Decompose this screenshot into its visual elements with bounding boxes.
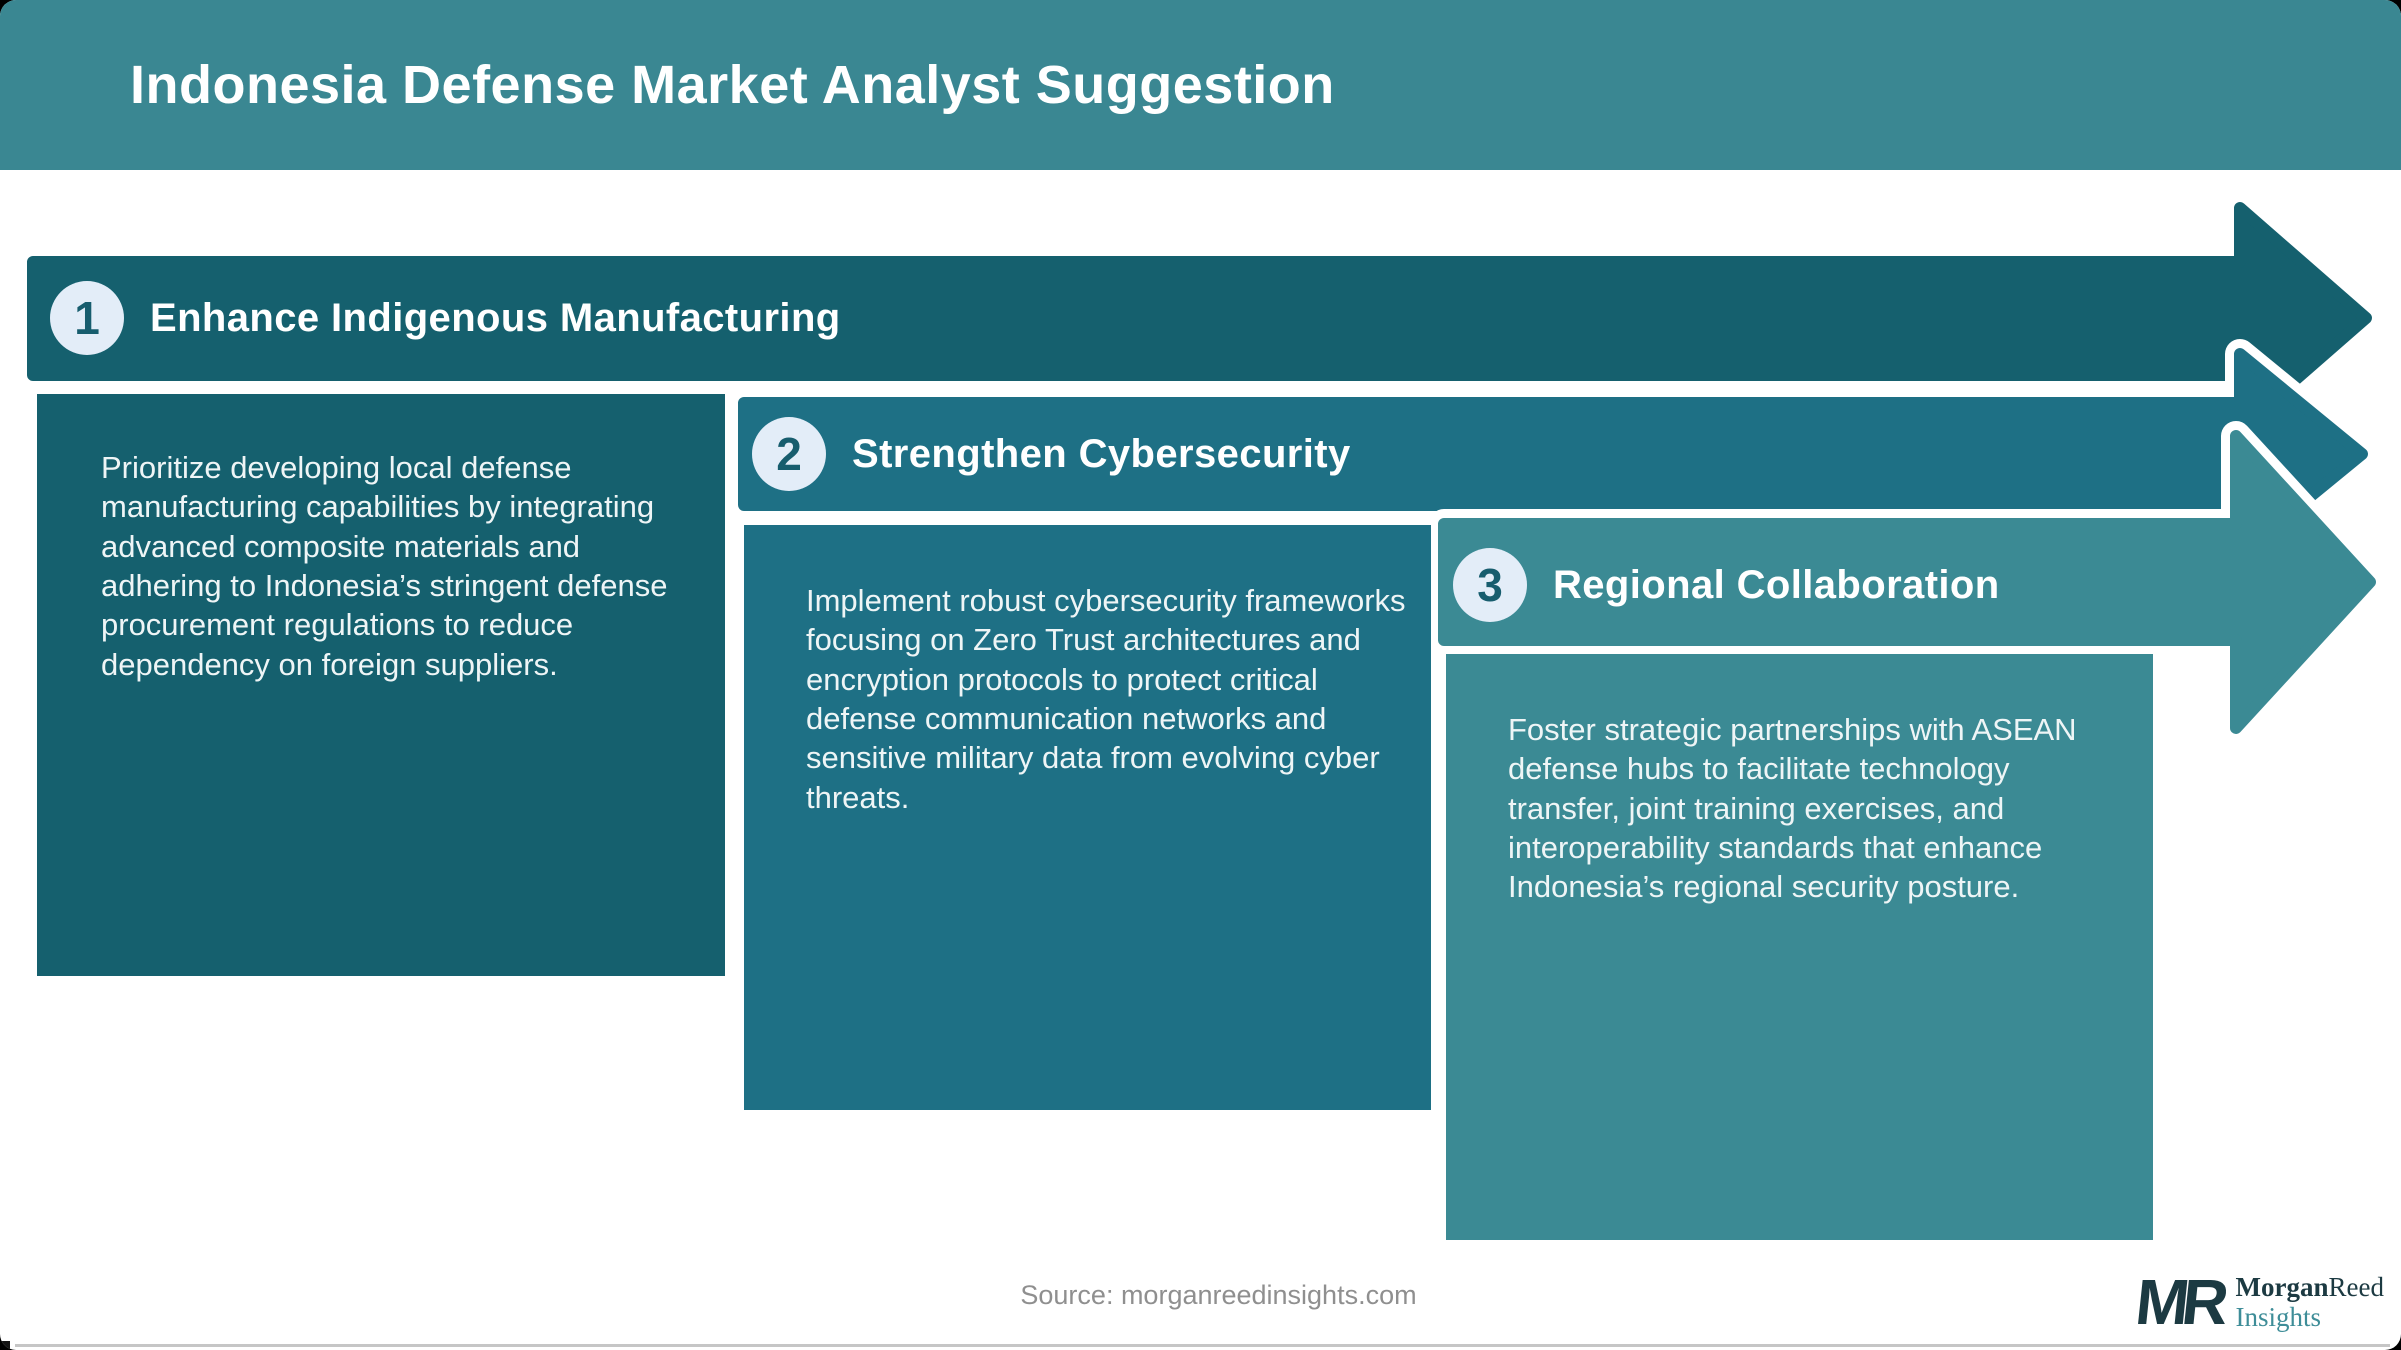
step1-arrow-shape: [27, 202, 2372, 434]
step3-title-row: 3 Regional Collaboration: [1453, 548, 2000, 622]
bottom-divider-line: [15, 1344, 2390, 1347]
step2-description: Implement robust cybersecurity framework…: [806, 583, 1406, 815]
step1-description: Prioritize developing local defense manu…: [101, 450, 668, 682]
step1-title-row: 1 Enhance Indigenous Manufacturing: [50, 281, 841, 355]
step3-description: Foster strategic partnerships with ASEAN…: [1508, 712, 2077, 905]
morganreed-logo: MR MorganReed Insights: [2132, 1266, 2384, 1338]
step2-title: Strengthen Cybersecurity: [852, 431, 1351, 476]
step3-title: Regional Collaboration: [1553, 562, 2000, 607]
step2-number-badge: 2: [752, 417, 826, 491]
step1-number-badge: 1: [50, 281, 124, 355]
logo-name-bold: Morgan: [2235, 1271, 2329, 1302]
logo-wordmark: MorganReed Insights: [2236, 1272, 2384, 1332]
bottom-left-corner-artifact: [0, 1341, 10, 1350]
logo-name-regular: Reed: [2328, 1271, 2384, 1302]
step3-number-badge: 3: [1453, 548, 1527, 622]
step3-description-box: Foster strategic partnerships with ASEAN…: [1446, 654, 2153, 1240]
step1-title: Enhance Indigenous Manufacturing: [150, 295, 841, 340]
source-citation: Source: morganreedinsights.com: [1020, 1280, 1417, 1310]
step2-description-box: Implement robust cybersecurity framework…: [744, 525, 1431, 1110]
mr-monogram-icon: MR: [2132, 1266, 2226, 1338]
logo-name-line: MorganReed: [2236, 1272, 2384, 1302]
step3-arrow-shape: [1438, 430, 2376, 734]
header-bar: Indonesia Defense Market Analyst Suggest…: [0, 0, 2401, 170]
step1-description-box: Prioritize developing local defense manu…: [37, 394, 725, 976]
logo-subtitle: Insights: [2235, 1302, 2322, 1332]
step2-title-row: 2 Strengthen Cybersecurity: [752, 417, 1351, 491]
page-title: Indonesia Defense Market Analyst Suggest…: [130, 55, 1335, 115]
